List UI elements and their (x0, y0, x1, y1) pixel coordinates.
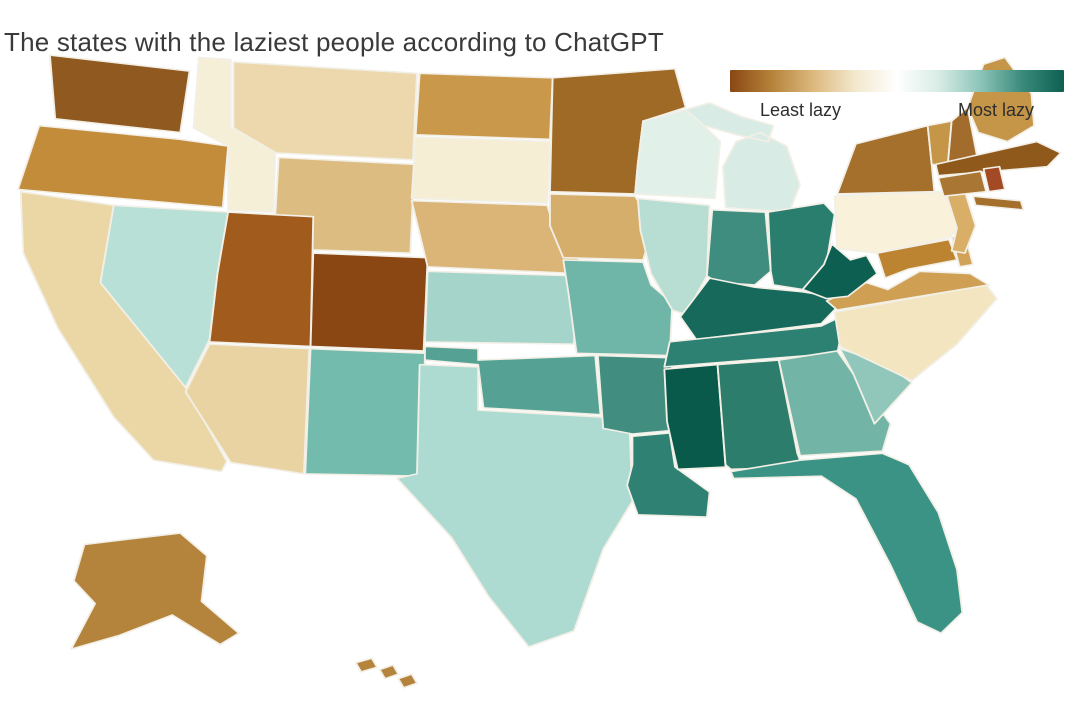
legend-label-most: Most lazy (957, 100, 1034, 120)
page-title: The states with the laziest people accor… (4, 27, 664, 58)
state-kansas: Kansas (424, 270, 578, 345)
state-washington: Washington (48, 54, 191, 134)
state-massachusetts: Massachusetts (934, 140, 1062, 177)
state-connecticut: Connecticut (937, 170, 988, 198)
state-florida: Florida (729, 452, 964, 634)
state-iowa: Iowa (549, 193, 655, 261)
legend-labels: Least lazy Most lazy (730, 100, 1064, 121)
state-south-dakota: South Dakota (410, 136, 551, 204)
state-oregon: Oregon (17, 124, 230, 209)
state-idaho: Idaho (192, 56, 277, 213)
state-montana: Montana (232, 61, 418, 161)
state-colorado: Colorado (309, 252, 429, 352)
state-michigan: Michigan (684, 102, 801, 213)
state-mississippi: Mississippi (663, 363, 727, 471)
legend-label-least: Least lazy (760, 100, 842, 120)
state-illinois: Illinois (636, 197, 711, 316)
states-group: Washington Oregon California Nevada Idah… (17, 54, 1062, 689)
state-indiana: Indiana (705, 209, 772, 286)
color-legend: Least lazy Most lazy (730, 70, 1064, 121)
us-choropleth-map: Washington Oregon California Nevada Idah… (17, 54, 1062, 689)
state-hawaii: Hawaii (354, 657, 418, 689)
state-alaska: Alaska (70, 532, 240, 650)
state-new-mexico: New Mexico (304, 347, 426, 477)
state-georgia: Georgia (777, 350, 892, 457)
state-rhode-island: Rhode Island (982, 165, 1006, 193)
state-utah: Utah (208, 211, 315, 348)
state-texas: Texas (396, 363, 634, 648)
state-arkansas: Arkansas (596, 354, 674, 435)
state-virginia: Virginia (825, 270, 990, 311)
state-west-virginia: West Virginia (801, 243, 879, 300)
state-maryland: Maryland (876, 238, 958, 279)
legend-gradient-bar (730, 70, 1064, 92)
state-north-dakota: North Dakota (414, 72, 554, 141)
state-arizona: Arizona (184, 343, 311, 475)
state-missouri: Missouri (562, 259, 674, 357)
state-oklahoma: Oklahoma (424, 345, 602, 416)
